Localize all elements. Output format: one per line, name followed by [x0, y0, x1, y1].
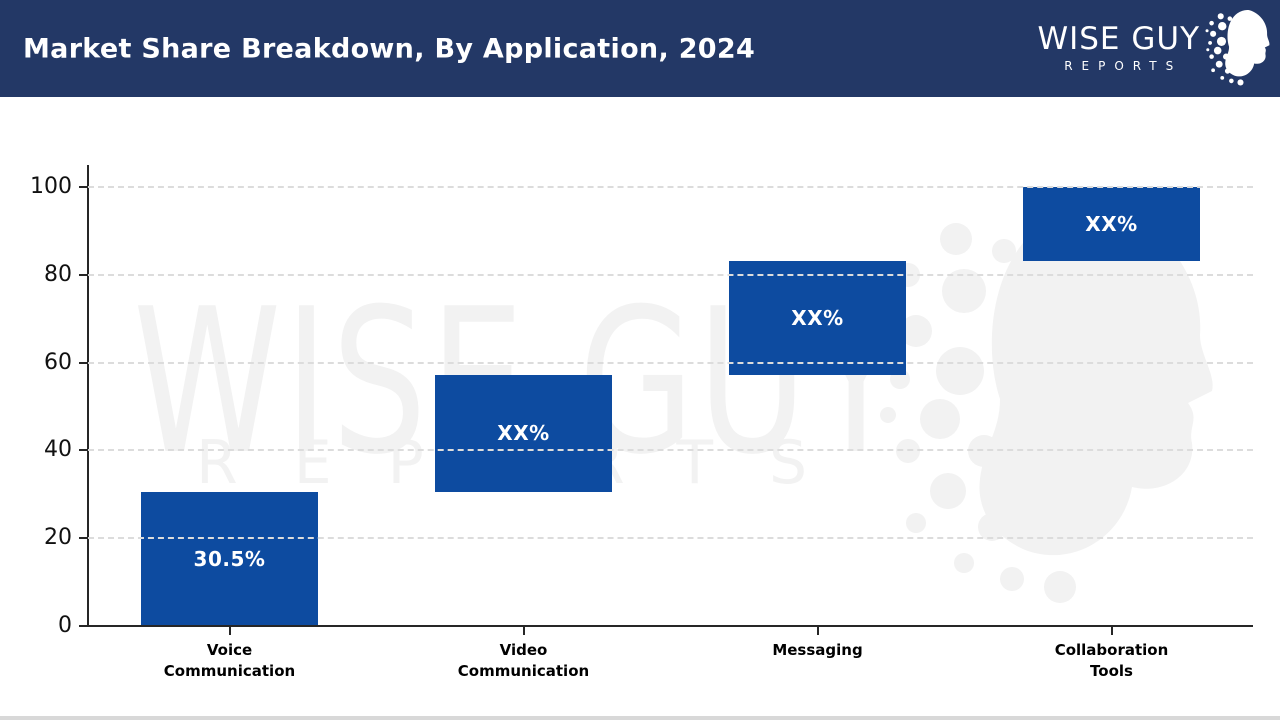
wiseguy-face-icon [1205, 9, 1270, 85]
y-tick [79, 361, 87, 364]
header-bar: Market Share Breakdown, By Application, … [0, 0, 1280, 97]
y-tick-label: 0 [58, 613, 72, 638]
category-label: Video Communication [377, 640, 671, 682]
gridline [88, 186, 1253, 188]
gridline [88, 273, 1253, 276]
y-tick [79, 273, 87, 276]
logo-wordmark: WISE GUY [1037, 21, 1200, 57]
logo-sub-wordmark: REPORTS [1064, 59, 1183, 73]
bar-value-label: 30.5% [193, 547, 266, 572]
category-label-line: Voice [206, 641, 253, 659]
logo-text: WISE GUY REPORTS [1037, 21, 1200, 74]
x-axis-spine [87, 625, 1253, 627]
y-tick-label: 20 [44, 525, 72, 551]
chart-title: Market Share Breakdown, By Application, … [23, 33, 756, 64]
bar [435, 374, 612, 493]
bar [729, 260, 906, 375]
category-label: Messaging [671, 640, 965, 661]
y-axis-spine [87, 165, 89, 627]
y-tick-label: 60 [44, 349, 72, 375]
y-tick-label: 100 [30, 174, 72, 199]
category-label-line: Video [499, 641, 548, 659]
category-label-line: Communication [163, 662, 296, 680]
x-tick [522, 627, 525, 635]
y-tick [79, 625, 87, 627]
bar-value-label: XX% [1085, 211, 1138, 236]
category-label-line: Tools [1090, 662, 1133, 680]
bar [141, 492, 318, 626]
x-tick [816, 627, 819, 635]
category-label-line: Collaboration [1054, 641, 1169, 659]
y-tick [79, 186, 87, 188]
category-label-line: Communication [457, 662, 590, 680]
x-tick [228, 627, 231, 635]
bottom-strip [0, 716, 1280, 720]
gridline [88, 449, 1253, 452]
gridline [88, 537, 1253, 540]
y-tick [79, 449, 87, 452]
category-label: Voice Communication [83, 640, 377, 682]
y-tick [79, 537, 87, 540]
category-label: Collaboration Tools [965, 640, 1259, 682]
bar-value-label: XX% [791, 305, 844, 330]
x-tick [1110, 627, 1113, 635]
y-tick-label: 40 [44, 437, 72, 463]
gridline [88, 361, 1253, 364]
wiseguy-logo: WISE GUY REPORTS [1037, 0, 1280, 97]
bar [1023, 187, 1200, 261]
bar-value-label: XX% [497, 421, 550, 446]
y-tick-label: 80 [44, 261, 72, 287]
category-label-line: Messaging [772, 641, 863, 659]
